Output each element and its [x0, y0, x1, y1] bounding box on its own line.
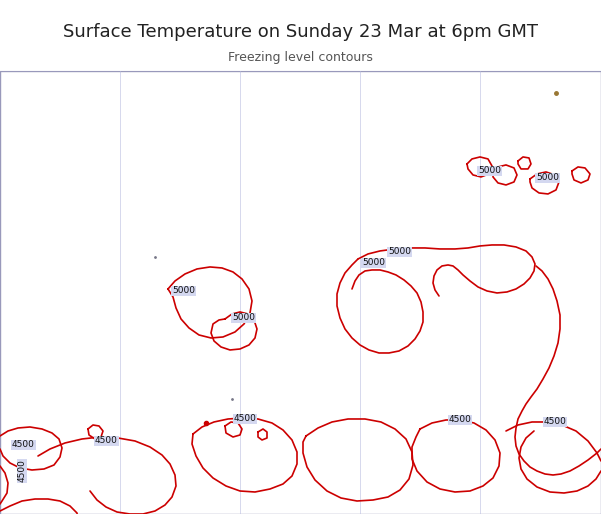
Text: Surface Temperature on Sunday 23 Mar at 6pm GMT: Surface Temperature on Sunday 23 Mar at …: [63, 23, 538, 41]
Text: 5000: 5000: [232, 314, 255, 322]
Text: 4500: 4500: [234, 414, 257, 424]
Text: 4500: 4500: [12, 440, 35, 449]
Text: 5000: 5000: [536, 173, 559, 182]
Text: 5000: 5000: [478, 167, 501, 175]
Text: 5000: 5000: [172, 286, 195, 296]
Text: 5000: 5000: [388, 247, 411, 256]
Text: 4500: 4500: [95, 436, 118, 446]
Text: 4500: 4500: [543, 417, 566, 427]
Text: 5000: 5000: [362, 259, 385, 267]
Text: 4500: 4500: [17, 460, 26, 483]
Text: Freezing level contours: Freezing level contours: [228, 51, 373, 64]
Text: 4500: 4500: [448, 415, 471, 425]
